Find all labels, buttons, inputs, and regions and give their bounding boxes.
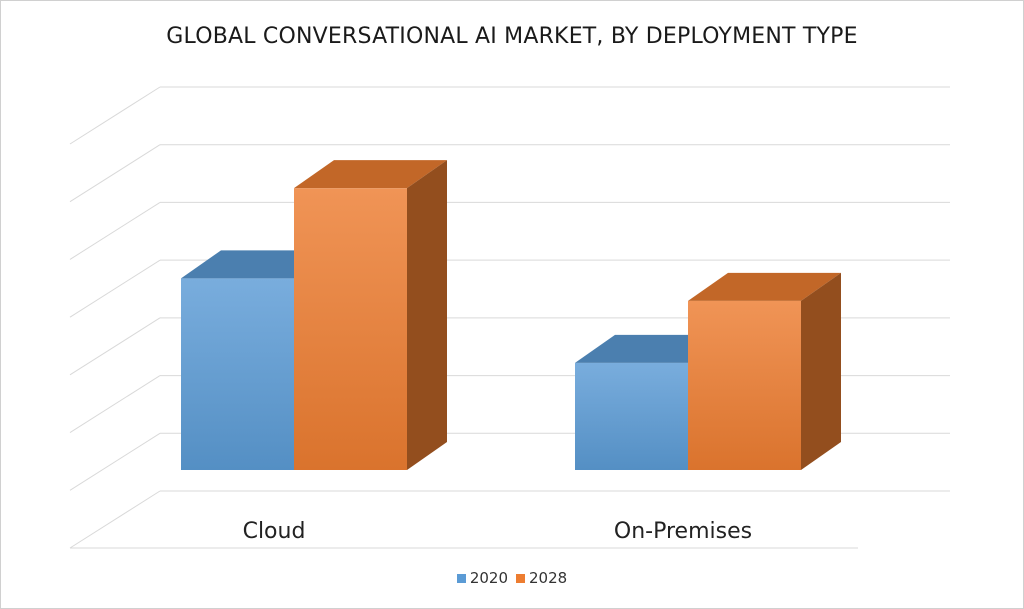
bar-on-premises-2028: [688, 272, 841, 470]
legend-item-2028: 2028: [516, 569, 567, 587]
gridline-side: [69, 317, 161, 376]
gridline-side: [69, 86, 161, 145]
bar-on-premises-2020-front: [575, 362, 688, 470]
legend: 2020 2028: [0, 569, 1024, 587]
bar-on-premises-2028-side: [801, 272, 841, 470]
chart-title: GLOBAL CONVERSATIONAL AI MARKET, BY DEPL…: [166, 24, 858, 49]
bar-cloud-2028: [294, 160, 447, 470]
legend-label-2028: 2028: [529, 569, 568, 587]
gridline-side: [69, 144, 161, 203]
bar-cloud-2028-front: [294, 188, 407, 470]
bar-cloud-2028-side: [407, 160, 447, 470]
gridline-side: [69, 375, 161, 433]
legend-label-2020: 2020: [469, 569, 508, 587]
x-tick-label-on-premises: On-Premises: [614, 519, 752, 544]
gridline-side: [69, 490, 161, 549]
legend-swatch-2028: [516, 573, 525, 583]
bar-cloud-2020-front: [181, 278, 294, 470]
bar-on-premises-2028-front: [688, 300, 801, 470]
legend-item-2020: 2020: [456, 569, 508, 587]
gridline-side: [69, 259, 161, 318]
bar-cloud-2028-top: [294, 160, 447, 189]
legend-swatch-2020: [456, 573, 466, 583]
gridline-side: [69, 202, 161, 260]
bar-on-premises-2028-top: [688, 272, 841, 301]
x-tick-label-cloud: Cloud: [243, 519, 306, 544]
gridline-side: [69, 432, 161, 491]
